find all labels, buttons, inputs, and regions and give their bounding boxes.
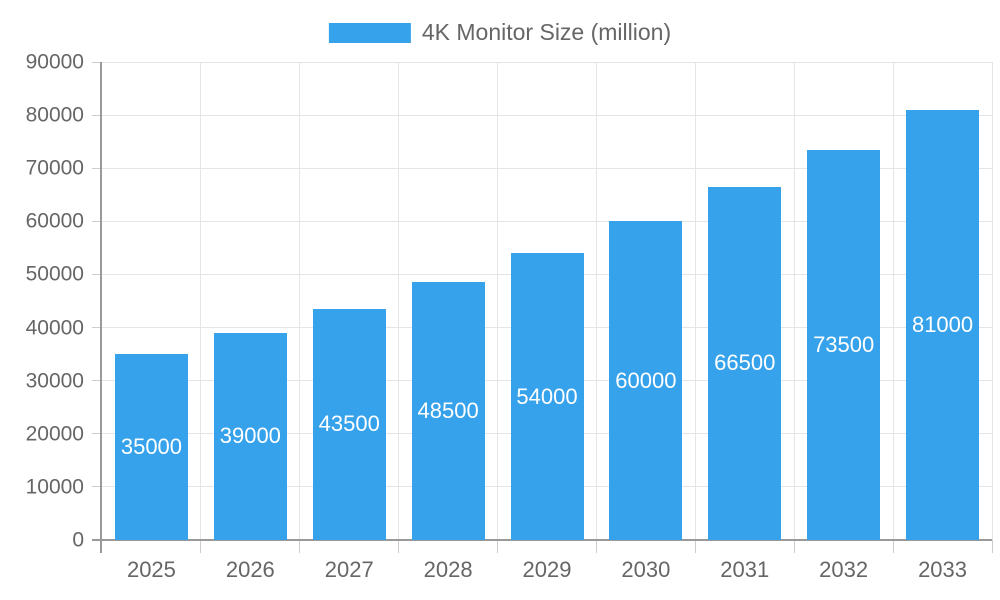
y-axis-tick-label: 60000	[25, 209, 84, 233]
x-axis-tick	[200, 540, 202, 553]
x-axis-tick-label: 2028	[423, 557, 473, 582]
x-axis-tick-label: 2029	[522, 557, 572, 582]
bar-2029[interactable]	[510, 253, 584, 540]
x-axis-tick-label: 2031	[720, 557, 770, 582]
bar-value-label: 73500	[813, 331, 875, 357]
x-axis-tick-label: 2027	[324, 557, 374, 582]
y-gridline	[102, 114, 992, 116]
y-axis-tick-label: 50000	[25, 262, 84, 286]
x-axis-tick	[991, 540, 993, 553]
bar-2026[interactable]	[213, 332, 287, 540]
legend-label: 4K Monitor Size (million)	[421, 19, 672, 45]
legend-item[interactable]: 4K Monitor Size (million)	[328, 19, 672, 45]
x-gridline	[892, 62, 894, 540]
y-axis-tick	[92, 486, 102, 488]
x-gridline	[497, 62, 499, 540]
bar-value-label: 81000	[911, 311, 974, 337]
bar-2025[interactable]	[114, 354, 188, 540]
y-axis-tick-label: 40000	[25, 316, 84, 340]
x-axis-tick	[892, 540, 894, 553]
y-axis-tick	[92, 273, 102, 275]
x-gridline	[398, 62, 400, 540]
x-axis-tick-label: 2032	[819, 557, 869, 582]
bar-2033[interactable]	[906, 109, 980, 540]
x-axis-tick-label: 2026	[225, 557, 275, 582]
y-axis-tick	[92, 433, 102, 435]
y-gridline	[102, 220, 992, 222]
x-axis-tick-label: 2030	[621, 557, 671, 582]
x-gridline	[793, 62, 795, 540]
x-gridline	[299, 62, 301, 540]
bar-value-label: 66500	[714, 350, 776, 376]
bar-value-label: 35000	[120, 434, 183, 460]
bar-2032[interactable]	[807, 149, 881, 540]
y-axis-tick-label: 0	[72, 528, 84, 552]
x-gridline	[200, 62, 202, 540]
y-axis-tick-label: 30000	[25, 369, 84, 393]
y-axis-tick	[92, 380, 102, 382]
y-gridline	[102, 167, 992, 169]
y-axis-tick	[92, 220, 102, 222]
y-axis-tick	[92, 167, 102, 169]
x-gridline	[991, 62, 993, 540]
y-axis-tick-label: 10000	[25, 475, 84, 499]
x-axis-tick	[299, 540, 301, 553]
y-gridline	[102, 61, 992, 63]
bar-value-label: 60000	[615, 367, 677, 393]
x-axis-line	[92, 539, 992, 541]
x-axis-tick-label: 2033	[918, 557, 968, 582]
bar-value-label: 54000	[516, 383, 578, 409]
bar-2031[interactable]	[708, 186, 782, 540]
x-axis-tick	[595, 540, 597, 553]
x-axis-tick-label: 2025	[126, 557, 176, 582]
x-axis-tick	[694, 540, 696, 553]
y-axis-tick	[92, 327, 102, 329]
x-axis-tick	[497, 540, 499, 553]
y-axis-tick-label: 20000	[25, 422, 84, 446]
y-axis-tick	[92, 61, 102, 63]
x-axis-tick	[793, 540, 795, 553]
x-gridline	[694, 62, 696, 540]
bar-value-label: 39000	[219, 423, 281, 449]
bar-2030[interactable]	[609, 221, 683, 540]
y-axis-line	[100, 62, 102, 553]
bar-2027[interactable]	[312, 308, 386, 540]
legend-swatch	[328, 22, 411, 43]
bar-value-label: 43500	[318, 411, 380, 437]
y-axis-tick-label: 80000	[25, 103, 84, 127]
y-axis-tick-label: 90000	[25, 50, 84, 74]
bar-value-label: 48500	[417, 398, 479, 424]
x-axis-tick	[398, 540, 400, 553]
x-gridline	[595, 62, 597, 540]
y-axis-tick-label: 70000	[25, 156, 84, 180]
bar-2028[interactable]	[411, 282, 485, 540]
y-axis-tick	[92, 114, 102, 116]
